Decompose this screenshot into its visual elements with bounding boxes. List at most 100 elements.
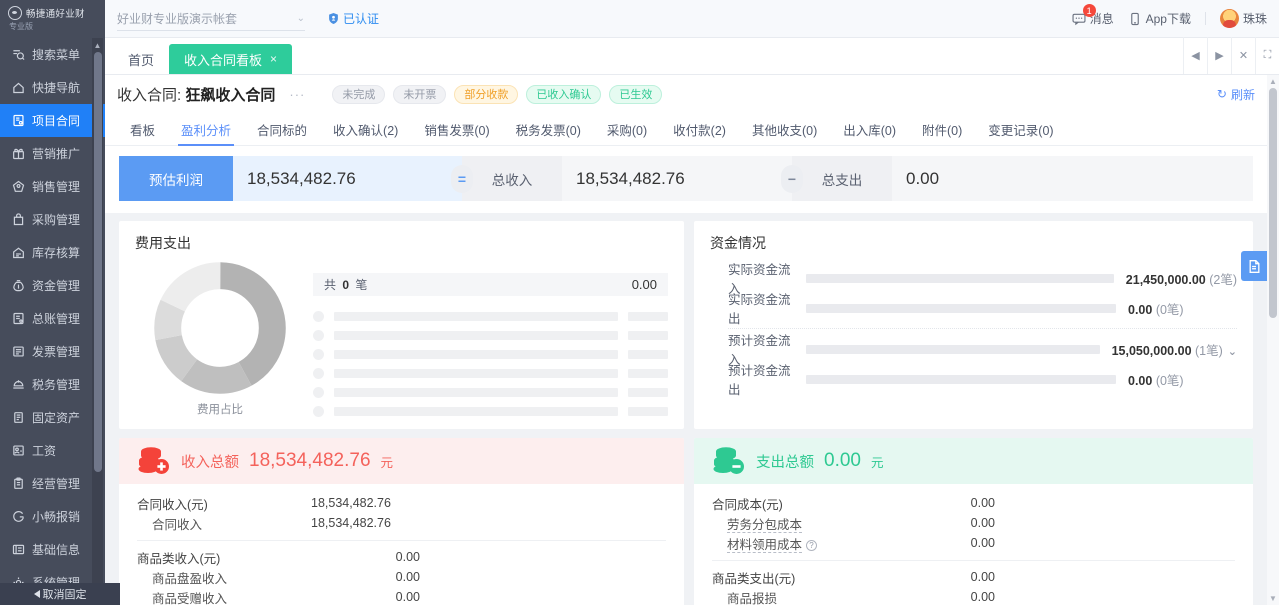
- sidebar-item-6[interactable]: 采购管理: [0, 203, 105, 236]
- skeleton-bar: [334, 407, 618, 416]
- detail-tab-9[interactable]: 其他收支(0): [751, 123, 818, 138]
- more-actions-icon[interactable]: ···: [289, 86, 306, 102]
- row-label: 合同收入: [152, 517, 203, 532]
- refresh-label: 刷新: [1230, 87, 1255, 102]
- minus-icon: −: [781, 164, 803, 193]
- status-badge-4: 已收入确认: [526, 84, 602, 104]
- detail-tab-6[interactable]: 税务发票(0): [515, 123, 581, 138]
- funds-row-expand-icon[interactable]: ⌄: [1227, 345, 1237, 358]
- skeleton-amount: [628, 331, 668, 340]
- detail-tab-11[interactable]: 附件(0): [922, 123, 963, 138]
- window-tab-label: 收入合同看板: [184, 52, 263, 68]
- skeleton-row: [313, 383, 668, 402]
- detail-tab-8[interactable]: 收付款(2): [673, 123, 726, 138]
- funds-row-track: [806, 303, 1116, 313]
- sidebar-scroll-up-icon[interactable]: ▲: [93, 40, 102, 50]
- window-tab-2[interactable]: 收入合同看板 ×: [169, 44, 293, 74]
- reimburse-icon: [11, 510, 25, 524]
- ledger-icon: [11, 312, 25, 326]
- shield-icon: [329, 12, 338, 25]
- brand-edition: 专业版: [9, 22, 33, 31]
- detail-tab-1[interactable]: 看板: [130, 123, 156, 138]
- messages-button[interactable]: 消息 1: [1072, 4, 1114, 27]
- expense-group-2: 商品类支出(元) 0.00 商品报损 0.00: [712, 567, 1235, 605]
- donut-slice-4: [154, 262, 286, 394]
- certified-badge[interactable]: 已认证: [327, 10, 379, 27]
- close-tab-icon[interactable]: ×: [270, 52, 278, 66]
- contract-icon: [11, 114, 25, 128]
- sidebar-scrollbar[interactable]: ▲ ▼: [92, 38, 103, 605]
- sidebar-item-label: 经营管理: [32, 477, 81, 491]
- scroll-up-icon[interactable]: ▲: [1269, 77, 1277, 86]
- expense-group-head: 商品类支出(元) 0.00: [712, 567, 1235, 587]
- sidebar-item-2[interactable]: 快捷导航: [0, 71, 105, 104]
- estimated-profit-value: 18,534,482.76: [233, 156, 462, 201]
- skeleton-row: [313, 402, 668, 421]
- window-tabs: 首页 收入合同看板 ×: [113, 44, 293, 74]
- account-selector[interactable]: 好业财专业版演示帐套 ⌄: [117, 7, 305, 31]
- window-tab-label: 首页: [128, 52, 155, 68]
- funds-row-value: 15,050,000.00 (1笔) ⌄: [1111, 343, 1237, 358]
- scroll-down-icon[interactable]: ▼: [1269, 594, 1277, 603]
- side-doc-button[interactable]: [1241, 251, 1267, 281]
- sidebar-item-label: 库存核算: [32, 246, 81, 260]
- funds-row-value: 0.00 (0笔): [1128, 373, 1184, 388]
- window-tab-1[interactable]: 首页: [113, 44, 169, 74]
- sidebar-item-4[interactable]: 营销推广: [0, 137, 105, 170]
- sidebar-item-12[interactable]: 固定资产: [0, 401, 105, 434]
- sidebar-scroll-thumb[interactable]: [93, 52, 102, 472]
- user-name: 珠珠: [1242, 12, 1267, 26]
- sidebar-item-16[interactable]: 基础信息: [0, 533, 105, 566]
- detail-tab-7[interactable]: 采购(0): [606, 123, 648, 138]
- refresh-button[interactable]: ↻ 刷新: [1217, 86, 1255, 103]
- sidebar-item-11[interactable]: 税务管理: [0, 368, 105, 401]
- search-menu-icon: [11, 48, 25, 62]
- clipboard-icon: [11, 477, 25, 491]
- skeleton-amount: [628, 369, 668, 378]
- brand-name: 畅捷通好业财: [26, 9, 85, 20]
- skeleton-amount: [628, 350, 668, 359]
- sidebar-item-14[interactable]: 经营管理: [0, 467, 105, 500]
- income-group-1: 合同收入(元) 18,534,482.76 合同收入 18,534,482.76: [137, 493, 666, 533]
- app-logo[interactable]: 畅捷通好业财 专业版: [0, 0, 105, 38]
- sidebar-item-9[interactable]: 总账管理: [0, 302, 105, 335]
- sidebar-item-label: 总账管理: [32, 312, 81, 326]
- help-icon[interactable]: ?: [806, 539, 818, 551]
- skeleton-bar: [334, 350, 618, 359]
- detail-tab-4[interactable]: 收入确认(2): [333, 123, 399, 138]
- prev-icon[interactable]: ◀: [1183, 37, 1207, 74]
- sidebar-item-15[interactable]: 小畅报销: [0, 500, 105, 533]
- status-badge-1: 未完成: [332, 84, 386, 104]
- sidebar-item-7[interactable]: 库存核算: [0, 236, 105, 269]
- unpin-sidebar-button[interactable]: 取消固定: [0, 583, 120, 605]
- sidebar-item-8[interactable]: 资金管理: [0, 269, 105, 302]
- content-scrollbar[interactable]: ▲ ▼: [1267, 75, 1279, 605]
- sidebar-item-13[interactable]: 工资: [0, 434, 105, 467]
- income-group-2: 商品类收入(元) 0.00 商品盘盈收入 0.00 商品受赠收入 0.00: [137, 547, 666, 605]
- donut-slice-1: [154, 262, 286, 394]
- next-icon[interactable]: ▶: [1207, 37, 1231, 74]
- app-download-button[interactable]: App下载: [1128, 10, 1191, 27]
- sidebar-item-5[interactable]: 销售管理: [0, 170, 105, 203]
- content-scroll: 收入合同: 狂飙收入合同 ··· 未完成 未开票 部分收款 已收入确认 已生效 ↻ 刷新…: [105, 75, 1267, 605]
- user-menu[interactable]: 珠珠: [1219, 9, 1267, 28]
- sidebar-item-3[interactable]: 项目合同: [0, 104, 105, 137]
- detail-tab-12[interactable]: 变更记录(0): [988, 123, 1054, 138]
- close-icon[interactable]: ✕: [1231, 37, 1255, 74]
- detail-tab-10[interactable]: 出入库(0): [843, 123, 897, 138]
- page-title: 收入合同: 狂飙收入合同: [117, 84, 275, 105]
- purchase-bag-icon: [11, 213, 25, 227]
- detail-tab-2[interactable]: 盈利分析: [168, 113, 244, 146]
- expense-card-body: 合同成本(元) 0.00 劳务分包成本 0.00 材料领用成本? 0.00 商品类支出(元)…: [694, 484, 1253, 605]
- sidebar-item-1[interactable]: 搜索菜单: [0, 38, 105, 71]
- sidebar-item-10[interactable]: 发票管理: [0, 335, 105, 368]
- detail-tab-3[interactable]: 合同标的: [257, 123, 308, 138]
- detail-tab-5[interactable]: 销售发票(0): [424, 123, 490, 138]
- expense-skeleton-rows: [313, 307, 668, 421]
- expense-total-card: 支出总额 0.00 元 合同成本(元) 0.00 劳务分包成本 0.00 材料领用成本?…: [694, 438, 1253, 605]
- income-card-header: 收入总额 18,534,482.76 元: [119, 438, 684, 484]
- content-region: 收入合同: 狂飙收入合同 ··· 未完成 未开票 部分收款 已收入确认 已生效 ↻ 刷新…: [105, 75, 1279, 605]
- row-value: 0.00: [970, 496, 995, 510]
- fullscreen-icon[interactable]: ⛶: [1255, 37, 1279, 74]
- scroll-thumb[interactable]: [1269, 88, 1277, 318]
